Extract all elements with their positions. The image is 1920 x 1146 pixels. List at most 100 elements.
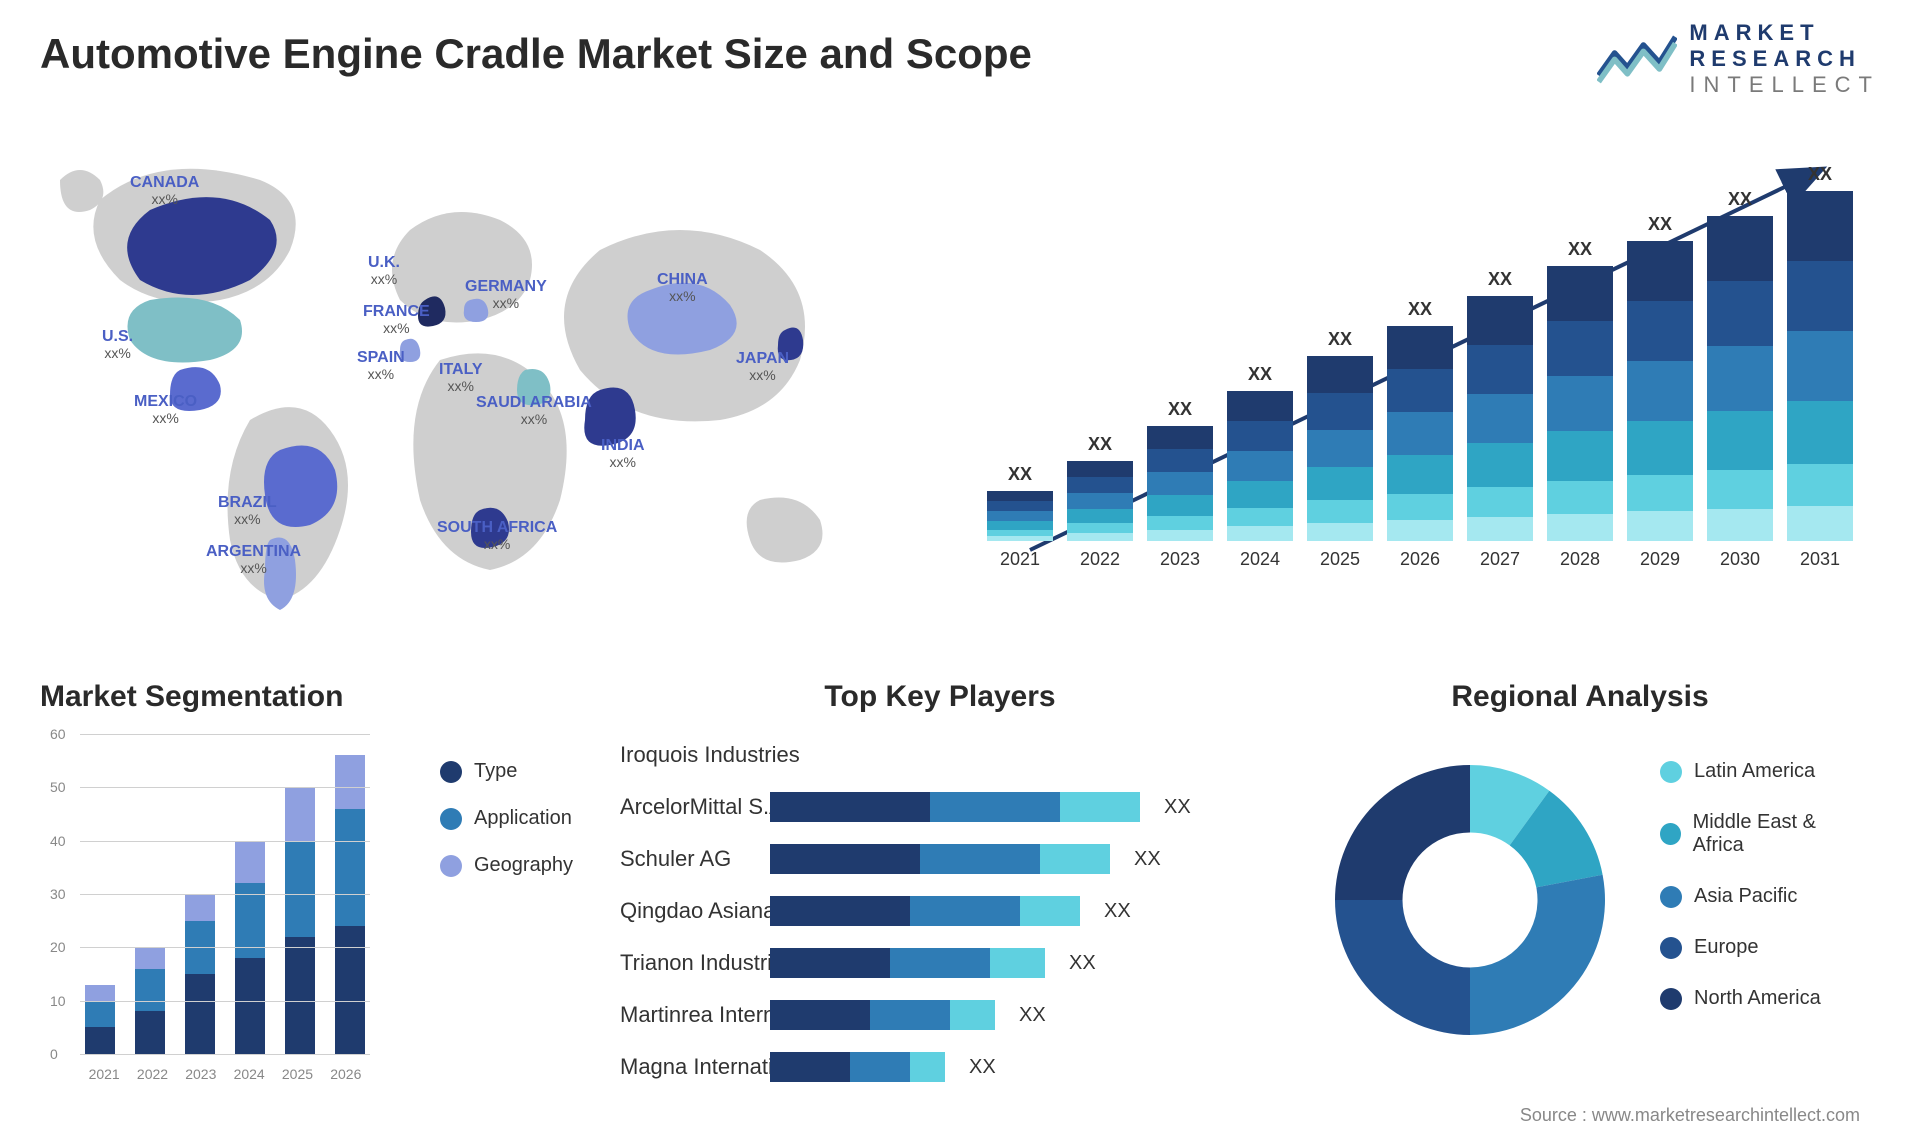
logo-text-line2: RESEARCH: [1689, 46, 1880, 72]
seg-bar-2026: [335, 755, 365, 1054]
growth-bar-value: XX: [1008, 464, 1032, 485]
legend-label: Europe: [1694, 936, 1759, 959]
growth-bar-year: 2022: [1080, 549, 1120, 570]
seg-bar-2025: [285, 787, 315, 1054]
seg-y-tick: 50: [50, 779, 66, 795]
seg-x-label: 2022: [137, 1066, 168, 1082]
regional-legend-item: North America: [1660, 987, 1860, 1010]
legend-dot-icon: [1660, 937, 1682, 959]
player-row: Trianon IndustriesXX: [620, 946, 1260, 980]
donut-slice-asia-pacific: [1470, 875, 1605, 1035]
growth-bar-2026: XX 2026: [1387, 299, 1453, 570]
legend-label: Geography: [474, 854, 573, 877]
growth-bar-value: XX: [1328, 329, 1352, 350]
growth-bar-2025: XX 2025: [1307, 329, 1373, 570]
growth-bar-year: 2028: [1560, 549, 1600, 570]
growth-bar-year: 2030: [1720, 549, 1760, 570]
regional-title: Regional Analysis: [1300, 680, 1860, 714]
growth-bar-chart: XX2021XX2022XX2023XX2024XX2025XX2026XX20…: [980, 150, 1860, 610]
seg-legend-item: Geography: [440, 854, 573, 877]
regional-legend-item: Latin America: [1660, 760, 1860, 783]
map-label-canada: CANADAxx%: [130, 174, 199, 207]
growth-bar-2030: XX 2030: [1707, 189, 1773, 570]
legend-label: Asia Pacific: [1694, 885, 1797, 908]
seg-legend-item: Type: [440, 760, 573, 783]
growth-bar-2024: XX 2024: [1227, 364, 1293, 570]
growth-bar-year: 2026: [1400, 549, 1440, 570]
seg-y-tick: 10: [50, 993, 66, 1009]
donut-slice-europe: [1335, 900, 1470, 1035]
players-title: Top Key Players: [620, 680, 1260, 714]
growth-bar-value: XX: [1728, 189, 1752, 210]
player-row: Iroquois Industries: [620, 738, 1260, 772]
legend-dot-icon: [1660, 761, 1682, 783]
regional-analysis-section: Regional Analysis Latin AmericaMiddle Ea…: [1300, 680, 1860, 714]
player-row: Martinrea InternationalXX: [620, 998, 1260, 1032]
growth-bar-year: 2031: [1800, 549, 1840, 570]
market-segmentation-section: Market Segmentation 0102030405060 202120…: [40, 680, 600, 1094]
legend-dot-icon: [440, 808, 462, 830]
growth-bar-value: XX: [1168, 399, 1192, 420]
growth-bar-value: XX: [1808, 164, 1832, 185]
map-label-south-africa: SOUTH AFRICAxx%: [437, 519, 557, 552]
regional-donut-chart: [1320, 750, 1620, 1050]
player-value: XX: [969, 1056, 996, 1079]
legend-label: North America: [1694, 987, 1821, 1010]
brand-logo: MARKET RESEARCH INTELLECT: [1597, 20, 1880, 98]
seg-y-tick: 60: [50, 726, 66, 742]
map-label-argentina: ARGENTINAxx%: [206, 543, 301, 576]
regional-legend-item: Middle East & Africa: [1660, 811, 1860, 857]
segmentation-chart: 0102030405060 202120222023202420252026: [40, 734, 370, 1094]
growth-bar-year: 2027: [1480, 549, 1520, 570]
player-row: Schuler AGXX: [620, 842, 1260, 876]
logo-text-line3: INTELLECT: [1689, 72, 1880, 98]
seg-y-tick: 30: [50, 886, 66, 902]
player-row: Qingdao AsianaXX: [620, 894, 1260, 928]
map-label-china: CHINAxx%: [657, 271, 708, 304]
legend-dot-icon: [1660, 823, 1681, 845]
growth-bar-year: 2021: [1000, 549, 1040, 570]
growth-bar-2021: XX 2021: [987, 464, 1053, 570]
growth-bar-value: XX: [1408, 299, 1432, 320]
segmentation-title: Market Segmentation: [40, 680, 600, 714]
legend-dot-icon: [440, 761, 462, 783]
growth-bar-year: 2029: [1640, 549, 1680, 570]
map-label-mexico: MEXICOxx%: [134, 393, 197, 426]
player-value: XX: [1104, 900, 1131, 923]
player-row: Magna InternationalXX: [620, 1050, 1260, 1084]
logo-icon: [1597, 27, 1677, 92]
map-label-germany: GERMANYxx%: [465, 278, 547, 311]
legend-dot-icon: [1660, 988, 1682, 1010]
growth-bar-year: 2024: [1240, 549, 1280, 570]
growth-bar-2023: XX 2023: [1147, 399, 1213, 570]
growth-bar-2022: XX 2022: [1067, 434, 1133, 570]
map-label-spain: SPAINxx%: [357, 349, 405, 382]
page-title: Automotive Engine Cradle Market Size and…: [40, 30, 1032, 78]
segmentation-legend: TypeApplicationGeography: [440, 760, 573, 877]
seg-bar-2023: [185, 894, 215, 1054]
legend-dot-icon: [1660, 886, 1682, 908]
map-label-saudi-arabia: SAUDI ARABIAxx%: [476, 394, 592, 427]
growth-bar-year: 2023: [1160, 549, 1200, 570]
map-label-japan: JAPANxx%: [736, 350, 789, 383]
seg-y-tick: 40: [50, 833, 66, 849]
key-players-section: Top Key Players Iroquois IndustriesArcel…: [620, 680, 1260, 1084]
regional-legend-item: Asia Pacific: [1660, 885, 1860, 908]
player-value: XX: [1019, 1004, 1046, 1027]
growth-bar-value: XX: [1088, 434, 1112, 455]
growth-bar-value: XX: [1248, 364, 1272, 385]
growth-bar-2027: XX2027: [1467, 269, 1533, 570]
map-label-u-s-: U.S.xx%: [102, 328, 133, 361]
seg-y-tick: 0: [50, 1046, 58, 1062]
seg-bar-2021: [85, 985, 115, 1054]
map-label-italy: ITALYxx%: [439, 361, 483, 394]
growth-bar-2031: XX 2031: [1787, 164, 1853, 570]
growth-bar-value: XX: [1568, 239, 1592, 260]
growth-bar-year: 2025: [1320, 549, 1360, 570]
map-label-brazil: BRAZILxx%: [218, 494, 277, 527]
player-value: XX: [1164, 796, 1191, 819]
donut-slice-north-america: [1335, 765, 1470, 900]
regional-legend: Latin America Middle East & Africa Asia Pa…: [1660, 760, 1860, 1010]
player-value: XX: [1134, 848, 1161, 871]
map-label-u-k-: U.K.xx%: [368, 254, 400, 287]
